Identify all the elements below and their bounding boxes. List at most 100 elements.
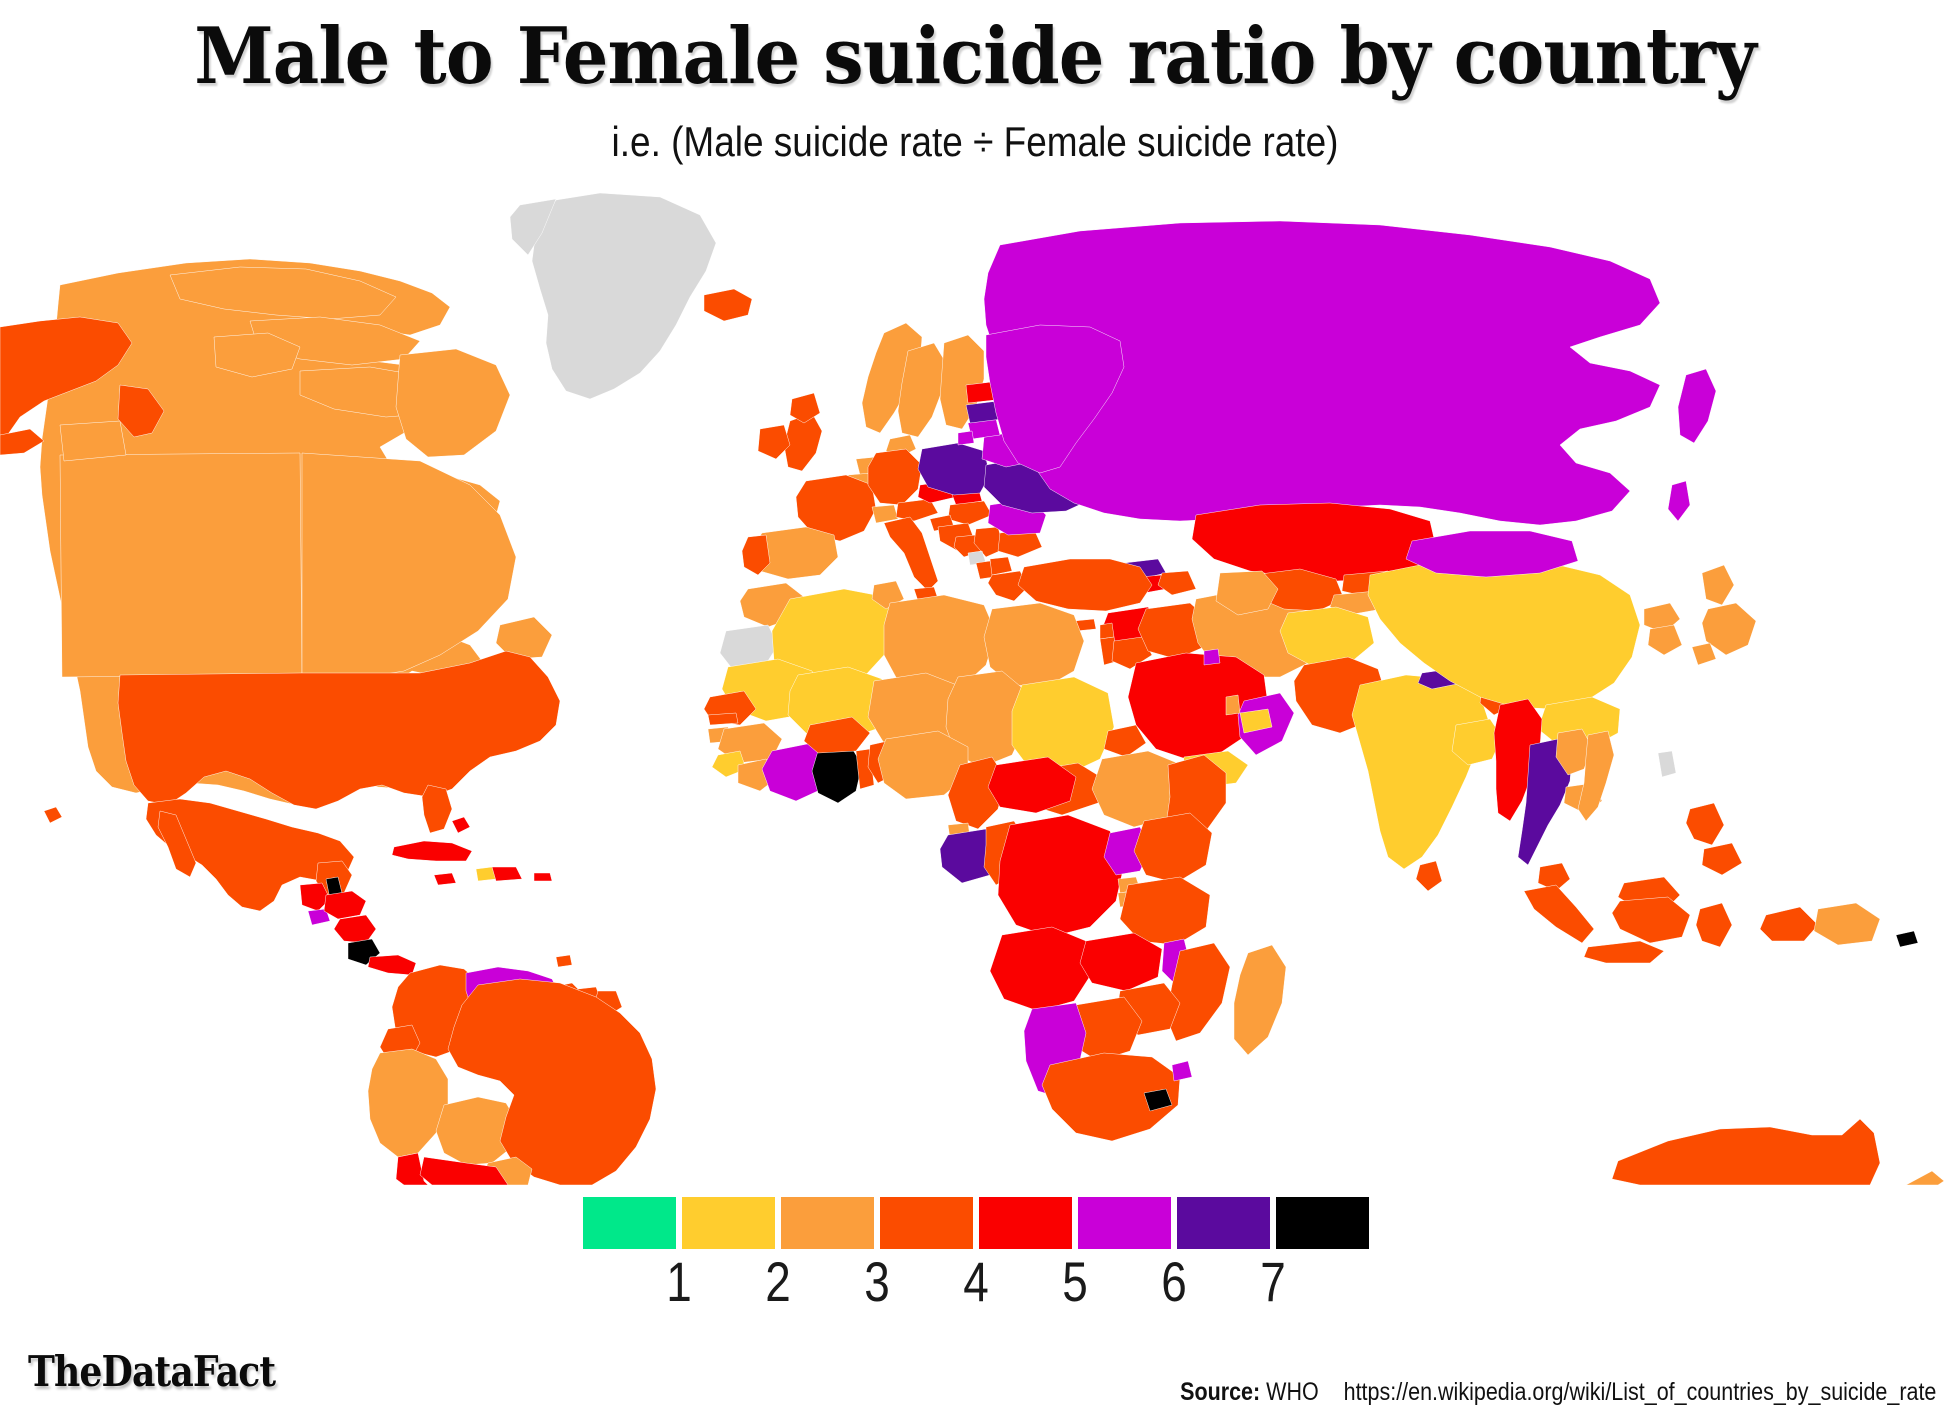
country-greenland-nw bbox=[509, 198, 557, 256]
page-title: Male to Female suicide ratio by country bbox=[194, 11, 1756, 102]
country-us-florida bbox=[421, 784, 453, 834]
country-indonesia-papua bbox=[1759, 906, 1819, 942]
country-laos bbox=[1555, 728, 1593, 776]
country-papua-new-guinea bbox=[1813, 902, 1881, 946]
country-turkey bbox=[1017, 558, 1153, 612]
country-kuwait bbox=[1203, 648, 1221, 666]
source-label: Source: bbox=[1179, 1378, 1260, 1406]
country-azerbaijan bbox=[1157, 570, 1197, 596]
country-germany bbox=[867, 448, 923, 506]
country-qatar bbox=[1225, 694, 1241, 716]
country-vietnam bbox=[1577, 730, 1615, 822]
country-us-hawaii bbox=[43, 806, 63, 824]
country-dominican-republic bbox=[491, 866, 523, 882]
country-japan-honshu bbox=[1701, 602, 1757, 656]
country-russia-west bbox=[985, 324, 1125, 474]
country-cameroon bbox=[947, 756, 1007, 830]
country-philippines-s bbox=[1701, 842, 1743, 876]
country-guatemala bbox=[299, 882, 331, 912]
country-cuba bbox=[391, 840, 473, 862]
country-honduras bbox=[323, 890, 367, 920]
country-canada-arctic-1 bbox=[169, 266, 397, 320]
country-uae bbox=[1239, 708, 1273, 734]
country-south-korea bbox=[1647, 624, 1683, 656]
country-angola bbox=[989, 926, 1093, 1012]
country-japan bbox=[1701, 564, 1735, 606]
country-madagascar bbox=[1233, 944, 1287, 1056]
world-choropleth-map bbox=[0, 185, 1950, 1185]
country-brazil bbox=[447, 978, 657, 1185]
legend-swatch-6 bbox=[1177, 1197, 1270, 1249]
country-poland bbox=[917, 442, 991, 496]
country-eswatini bbox=[1171, 1060, 1193, 1082]
legend-swatch-4 bbox=[979, 1197, 1072, 1249]
country-russia-kamchatka bbox=[1677, 368, 1717, 444]
country-chad bbox=[945, 670, 1027, 768]
country-myanmar bbox=[1493, 698, 1543, 822]
country-alaska-panhandle bbox=[117, 384, 165, 438]
country-switzerland bbox=[871, 504, 899, 524]
source-value: WHO bbox=[1265, 1378, 1319, 1406]
country-jamaica bbox=[433, 872, 457, 886]
legend-tick-2: 2 bbox=[765, 1250, 791, 1313]
country-sierra-leone bbox=[711, 750, 747, 778]
country-gambia bbox=[707, 712, 739, 726]
source-url[interactable]: https://en.wikipedia.org/wiki/List_of_co… bbox=[1343, 1378, 1936, 1406]
country-serbia bbox=[973, 526, 1005, 558]
country-canada-simple bbox=[59, 452, 303, 678]
page-subtitle: i.e. (Male suicide rate ÷ Female suicide… bbox=[611, 118, 1339, 165]
country-north-macedonia bbox=[989, 556, 1013, 576]
country-central-african-republic bbox=[987, 756, 1077, 814]
country-canada-victoria bbox=[213, 332, 301, 378]
country-france bbox=[795, 474, 877, 542]
country-india bbox=[1351, 674, 1489, 870]
country-south-africa bbox=[1041, 1052, 1181, 1142]
country-iceland bbox=[703, 288, 753, 322]
country-malaysia bbox=[1537, 862, 1571, 892]
brand-logo: TheDataFact bbox=[28, 1347, 276, 1396]
country-argentina bbox=[419, 1156, 509, 1185]
country-sri-lanka bbox=[1415, 860, 1443, 892]
country-tanzania bbox=[1119, 876, 1211, 946]
country-mexico-baja bbox=[157, 810, 197, 878]
country-saudi-arabia bbox=[1127, 652, 1269, 760]
country-ghana bbox=[811, 744, 863, 804]
country-burkina-faso bbox=[803, 716, 871, 754]
country-el-salvador bbox=[307, 908, 331, 926]
legend-colorbar bbox=[583, 1197, 1376, 1249]
country-eritrea bbox=[1103, 724, 1147, 758]
country-zambia bbox=[1079, 932, 1163, 992]
country-nicaragua bbox=[333, 914, 377, 944]
country-lesotho bbox=[1143, 1088, 1173, 1112]
country-new-caledonia bbox=[1895, 930, 1919, 948]
country-italy bbox=[883, 516, 939, 592]
country-taiwan bbox=[1657, 750, 1677, 778]
country-bahamas bbox=[451, 816, 471, 834]
country-trinidad bbox=[555, 954, 573, 968]
country-canada-nfld bbox=[495, 616, 553, 660]
country-ireland bbox=[757, 424, 791, 460]
country-chile bbox=[395, 1152, 429, 1185]
legend-tick-3: 3 bbox=[864, 1250, 890, 1313]
country-alaska-aleut bbox=[0, 428, 45, 456]
legend-tick-1: 1 bbox=[666, 1250, 692, 1313]
legend-tick-7: 7 bbox=[1260, 1250, 1286, 1313]
country-norway bbox=[861, 322, 923, 434]
country-iraq bbox=[1137, 602, 1211, 660]
country-mongolia bbox=[1405, 530, 1579, 578]
country-japan-kyushu bbox=[1691, 642, 1717, 666]
country-australia bbox=[1611, 1118, 1881, 1185]
country-dr-congo bbox=[997, 814, 1125, 938]
country-indonesia-sulawesi bbox=[1695, 902, 1733, 948]
country-canada-east bbox=[301, 452, 517, 678]
country-canada-baffin bbox=[395, 348, 511, 458]
legend-swatch-2 bbox=[781, 1197, 874, 1249]
country-uk-scotland bbox=[789, 392, 821, 424]
map-land-group bbox=[0, 192, 1945, 1185]
country-kaliningrad bbox=[957, 430, 975, 446]
country-peru bbox=[367, 1048, 449, 1158]
country-lebanon bbox=[1099, 622, 1115, 640]
country-united-states bbox=[117, 650, 561, 810]
country-indonesia-sumatra bbox=[1523, 884, 1595, 944]
